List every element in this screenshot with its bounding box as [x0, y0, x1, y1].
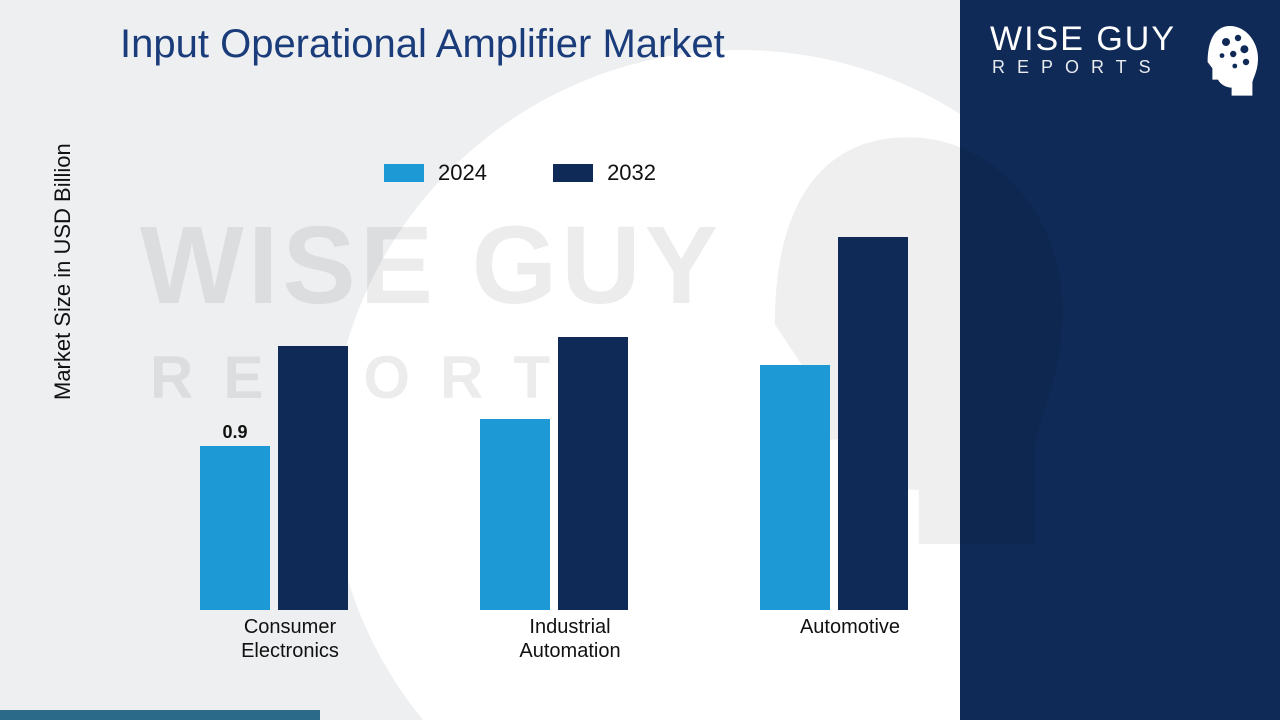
bar — [838, 237, 908, 610]
chart-title: Input Operational Amplifier Market — [120, 22, 725, 67]
right-brand-panel — [960, 0, 1280, 720]
legend-swatch-2032 — [553, 164, 593, 182]
category-label: ConsumerElectronics — [190, 615, 390, 663]
legend-label-2024: 2024 — [438, 160, 487, 186]
legend-item-2032: 2032 — [553, 160, 656, 186]
legend-label-2032: 2032 — [607, 160, 656, 186]
bar: 0.9 — [200, 446, 270, 610]
bar — [278, 346, 348, 610]
category-label: IndustrialAutomation — [470, 615, 670, 663]
canvas: Input Operational Amplifier Market WISE … — [0, 0, 1280, 720]
bar-value-label: 0.9 — [200, 422, 270, 443]
brand-head-icon — [1182, 22, 1262, 102]
bar — [558, 337, 628, 610]
brand-logo-line1: WISE GUY — [990, 20, 1176, 59]
bottom-accent-bar — [0, 710, 320, 720]
legend: 2024 2032 — [60, 160, 980, 188]
bar — [760, 365, 830, 610]
legend-item-2024: 2024 — [384, 160, 487, 186]
plot-area: 0.9ConsumerElectronicsIndustrialAutomati… — [160, 210, 960, 610]
bar-chart: Market Size in USD Billion 2024 2032 0.9… — [60, 150, 980, 670]
category-label: Automotive — [750, 615, 950, 639]
legend-swatch-2024 — [384, 164, 424, 182]
bar — [480, 419, 550, 610]
